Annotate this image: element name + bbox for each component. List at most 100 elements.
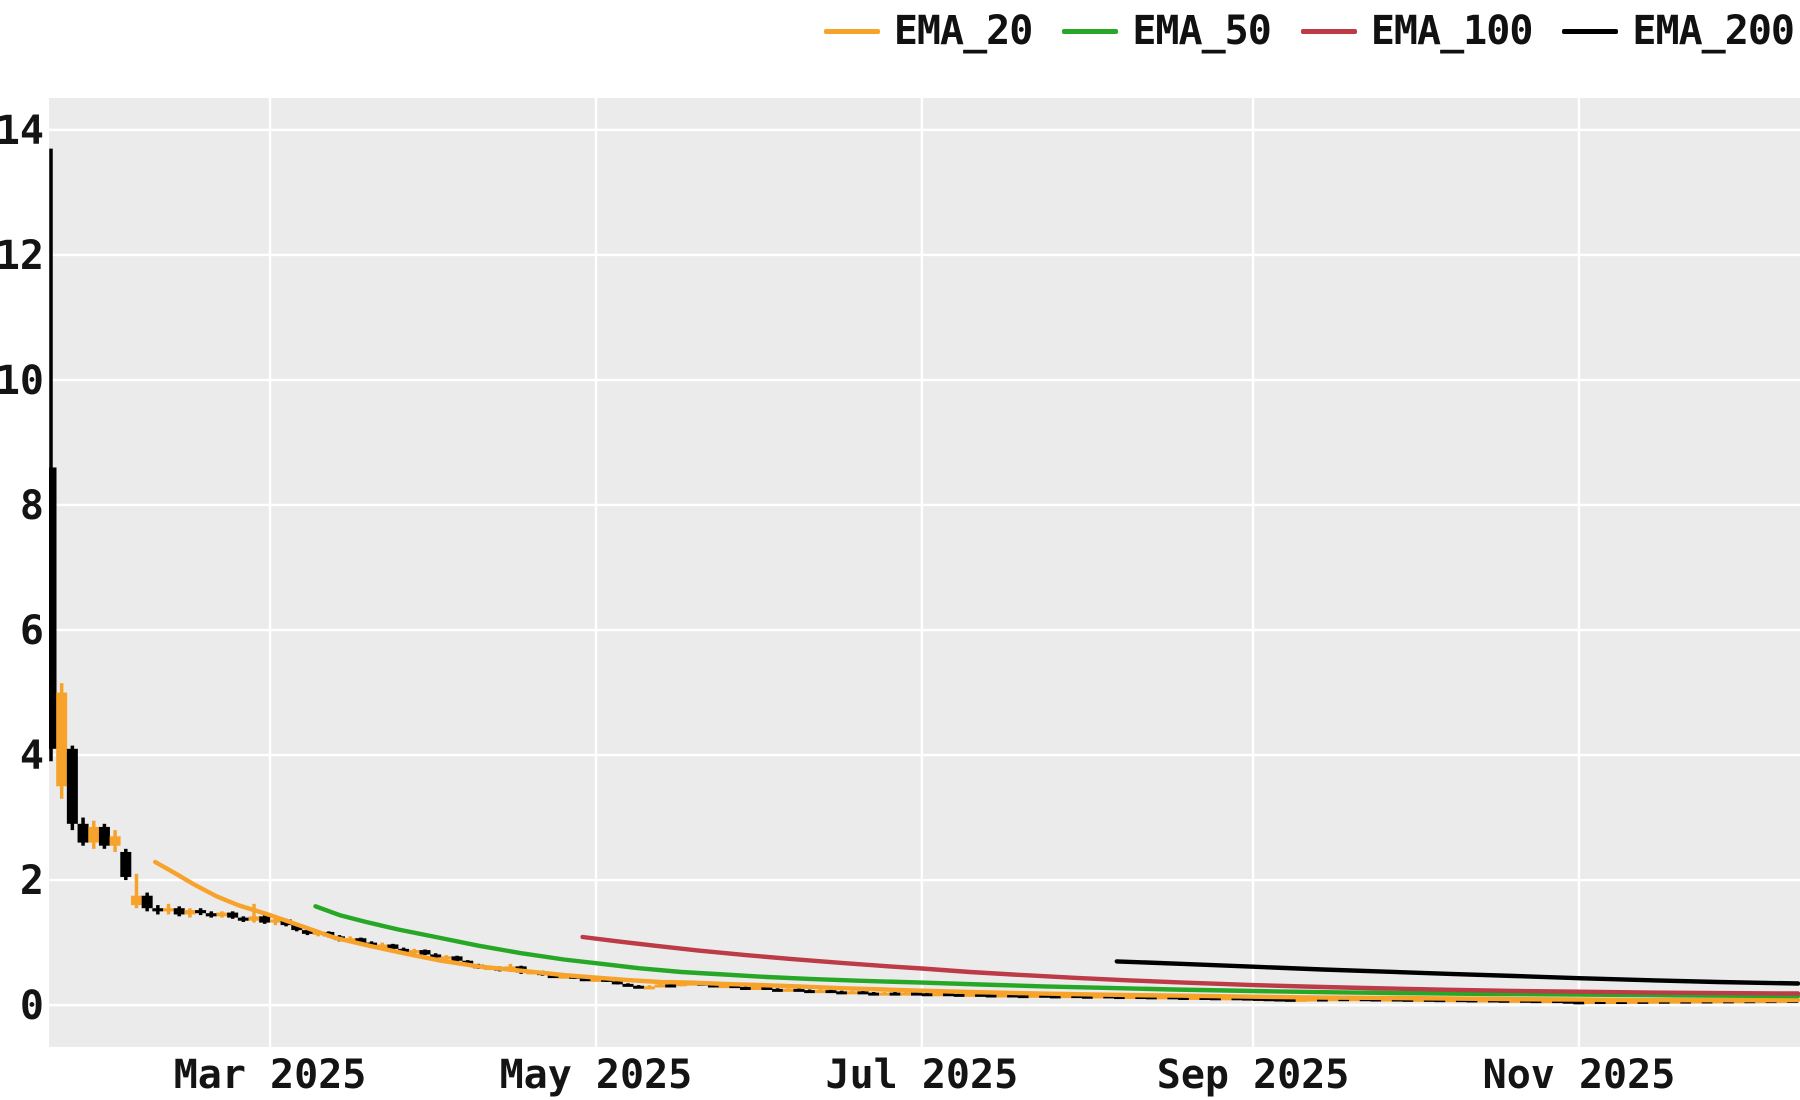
- ema-100-line: [580, 934, 1800, 996]
- candle-body-down: [291, 925, 303, 931]
- candle-body-down: [120, 851, 132, 877]
- candle-body-down: [1049, 995, 1061, 999]
- candle-body-down: [804, 990, 816, 994]
- y-tick-label: 12: [0, 233, 44, 279]
- candle-body-down: [1017, 995, 1029, 999]
- x-tick-label: Nov 2025: [1483, 1052, 1676, 1098]
- y-tick-label: 2: [20, 858, 44, 904]
- candle-body-up: [1306, 998, 1318, 1002]
- candle-body-up: [1220, 997, 1232, 1001]
- x-tick-label: Jul 2025: [826, 1052, 1019, 1098]
- candle-body-down: [1552, 1000, 1564, 1004]
- candle-body-down: [141, 895, 153, 909]
- candle-body-down: [772, 988, 784, 992]
- candle-body-up: [932, 993, 944, 997]
- candle-body-up: [1605, 1001, 1617, 1005]
- candle-body-down: [1263, 998, 1275, 1002]
- x-axis-tick-labels: Mar 2025 May 2025 Jul 2025 Sep 2025 Nov 2025: [174, 1052, 1676, 1098]
- candle-body-up: [440, 956, 452, 960]
- y-tick-label: 14: [0, 108, 44, 154]
- candle-body-up: [1295, 998, 1307, 1002]
- candle-body-down: [985, 994, 997, 998]
- candle-body-up: [964, 993, 976, 997]
- candle-body-down: [1146, 996, 1158, 1000]
- candle-body-down: [1071, 995, 1083, 999]
- candle-body-down: [547, 975, 559, 979]
- candle-body-up: [248, 916, 260, 921]
- ema-50-line: [313, 904, 1800, 999]
- candle-body-down: [857, 991, 869, 995]
- candle-body-down: [259, 916, 271, 923]
- legend-item-ema-20: EMA_20: [823, 8, 1033, 54]
- candle-body-up: [996, 994, 1008, 998]
- candle-body-up: [1584, 1001, 1596, 1005]
- candle-body-down: [633, 985, 645, 989]
- candle-body-down: [301, 930, 313, 934]
- candle-body-up: [1028, 994, 1040, 998]
- candle-body-down: [611, 981, 623, 985]
- candle-body-down: [227, 912, 239, 918]
- candle-body-down: [1007, 994, 1019, 998]
- candle-body-down: [430, 954, 442, 958]
- candle-body-up: [675, 983, 687, 987]
- candle-body-down: [173, 908, 185, 915]
- candle-body-down: [868, 992, 880, 996]
- candle-body-down: [1178, 996, 1190, 1000]
- legend-label-ema-100: EMA_100: [1370, 8, 1534, 54]
- candle-body-down: [761, 986, 773, 990]
- gridlines: [49, 98, 1800, 1047]
- candle-body-up: [184, 910, 196, 915]
- candle-body-up: [782, 988, 794, 992]
- y-tick-label: 6: [20, 608, 44, 654]
- x-tick-label: Mar 2025: [174, 1052, 367, 1098]
- candle-body-down: [793, 988, 805, 992]
- candle-body-up: [163, 908, 175, 912]
- candle-body-down: [1210, 997, 1222, 1001]
- candle-body-down: [889, 992, 901, 996]
- candle-body-up: [654, 984, 666, 988]
- candle-body-down: [1616, 1001, 1628, 1005]
- candle-body-down: [1530, 1000, 1542, 1004]
- candle-body-down: [1466, 999, 1478, 1003]
- legend-line-swatch-ema-20: [823, 28, 880, 34]
- candle-body-up: [1092, 995, 1104, 999]
- candle-body-up: [1188, 996, 1200, 1000]
- candle-body-down: [66, 748, 78, 824]
- candle-body-up: [1060, 995, 1072, 999]
- y-tick-label: 0: [20, 983, 44, 1029]
- candle-body-down: [1167, 996, 1179, 1000]
- candle-body-down: [740, 986, 752, 990]
- y-tick-label: 8: [20, 483, 44, 529]
- candle-body-down: [1284, 998, 1296, 1002]
- candle-body-down: [49, 467, 57, 749]
- y-axis-tick-labels: 0 2 4 6 8 10 12 14: [0, 108, 44, 1029]
- candle-body-down: [195, 910, 207, 914]
- candle-body-down: [1114, 996, 1126, 1000]
- candle-body-down: [237, 917, 249, 921]
- y-tick-label: 4: [20, 733, 44, 779]
- candle-body-up: [846, 991, 858, 995]
- candle-body-down: [975, 993, 987, 997]
- legend-line-swatch-ema-50: [1062, 28, 1119, 34]
- candle-body-up: [56, 692, 68, 787]
- candle-body-up: [269, 919, 281, 923]
- legend-label-ema-50: EMA_50: [1132, 8, 1271, 54]
- candle-body-down: [1498, 999, 1510, 1003]
- candle-body-down: [579, 978, 591, 982]
- candle-body-down: [1135, 996, 1147, 1000]
- legend-label-ema-200: EMA_200: [1632, 8, 1795, 54]
- candle-body-down: [665, 984, 677, 988]
- candle-body-up: [1541, 1000, 1553, 1004]
- candle-body-down: [910, 992, 922, 996]
- ema-200-line: [1114, 959, 1800, 986]
- candle-body-down: [1081, 995, 1093, 999]
- candle-body-down: [419, 950, 431, 955]
- candle-body-up: [878, 992, 890, 996]
- candle-body-up: [1156, 996, 1168, 1000]
- candle-body-down: [98, 826, 110, 846]
- candle-body-down: [387, 944, 399, 949]
- candle-body-up: [814, 990, 826, 994]
- candle-body-down: [355, 938, 367, 943]
